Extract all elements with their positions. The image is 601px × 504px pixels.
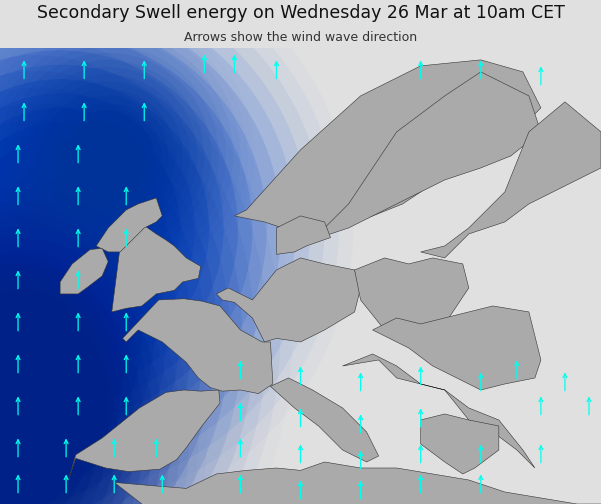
- Ellipse shape: [0, 336, 50, 432]
- Ellipse shape: [0, 327, 58, 441]
- Ellipse shape: [0, 214, 180, 504]
- Ellipse shape: [70, 117, 147, 195]
- Ellipse shape: [12, 180, 108, 276]
- Ellipse shape: [48, 96, 168, 216]
- Ellipse shape: [0, 22, 267, 434]
- Ellipse shape: [19, 67, 197, 245]
- Ellipse shape: [0, 79, 209, 377]
- Ellipse shape: [0, 88, 230, 504]
- Ellipse shape: [0, 55, 255, 504]
- Ellipse shape: [0, 291, 87, 477]
- Ellipse shape: [0, 282, 78, 390]
- Ellipse shape: [0, 327, 99, 504]
- Polygon shape: [69, 390, 220, 480]
- Ellipse shape: [0, 233, 116, 438]
- Ellipse shape: [0, 266, 91, 406]
- Ellipse shape: [12, 60, 204, 252]
- Ellipse shape: [34, 82, 183, 230]
- Ellipse shape: [0, 122, 166, 334]
- Ellipse shape: [0, 168, 166, 503]
- Ellipse shape: [0, 94, 195, 362]
- Ellipse shape: [0, 185, 154, 487]
- Ellipse shape: [0, 302, 117, 504]
- Ellipse shape: [0, 300, 79, 468]
- Text: Secondary Swell energy on Wednesday 26 Mar at 10am CET: Secondary Swell energy on Wednesday 26 M…: [37, 5, 564, 22]
- Ellipse shape: [0, 71, 242, 504]
- Ellipse shape: [0, 65, 224, 391]
- Ellipse shape: [0, 0, 310, 478]
- Ellipse shape: [0, 345, 43, 423]
- Ellipse shape: [84, 132, 132, 180]
- Polygon shape: [60, 248, 108, 294]
- Ellipse shape: [0, 255, 115, 504]
- Ellipse shape: [0, 136, 192, 504]
- Ellipse shape: [5, 53, 212, 259]
- Ellipse shape: [0, 282, 94, 486]
- Ellipse shape: [0, 237, 130, 504]
- Ellipse shape: [0, 36, 252, 420]
- Ellipse shape: [55, 103, 161, 209]
- Ellipse shape: [0, 226, 171, 504]
- Polygon shape: [123, 299, 273, 394]
- Ellipse shape: [63, 110, 154, 202]
- Ellipse shape: [0, 151, 137, 305]
- Ellipse shape: [0, 50, 238, 406]
- Polygon shape: [114, 462, 601, 504]
- Polygon shape: [216, 258, 361, 342]
- Polygon shape: [276, 216, 331, 255]
- Ellipse shape: [0, 365, 72, 499]
- Polygon shape: [270, 378, 379, 462]
- Ellipse shape: [77, 124, 139, 187]
- Ellipse shape: [41, 89, 175, 223]
- Ellipse shape: [0, 264, 108, 504]
- Polygon shape: [355, 258, 469, 336]
- Polygon shape: [421, 414, 499, 474]
- Ellipse shape: [0, 201, 141, 471]
- Ellipse shape: [0, 251, 153, 504]
- Text: Arrows show the wind wave direction: Arrows show the wind wave direction: [184, 31, 417, 44]
- Ellipse shape: [0, 318, 65, 450]
- Ellipse shape: [0, 217, 129, 455]
- Ellipse shape: [0, 352, 81, 504]
- Ellipse shape: [0, 137, 151, 319]
- Ellipse shape: [0, 239, 162, 504]
- Ellipse shape: [0, 246, 123, 504]
- Ellipse shape: [0, 0, 296, 463]
- Ellipse shape: [0, 104, 217, 504]
- Polygon shape: [96, 198, 162, 252]
- Ellipse shape: [0, 314, 108, 504]
- Ellipse shape: [0, 340, 90, 504]
- Ellipse shape: [0, 309, 72, 459]
- Ellipse shape: [0, 120, 204, 504]
- Ellipse shape: [0, 45, 219, 266]
- Polygon shape: [421, 102, 601, 258]
- Ellipse shape: [0, 354, 36, 414]
- Ellipse shape: [0, 264, 144, 504]
- Ellipse shape: [26, 74, 190, 237]
- Ellipse shape: [0, 152, 179, 504]
- Ellipse shape: [0, 108, 180, 348]
- Polygon shape: [112, 218, 201, 312]
- Ellipse shape: [0, 289, 126, 504]
- Ellipse shape: [0, 273, 101, 495]
- Polygon shape: [373, 306, 541, 390]
- Ellipse shape: [0, 377, 63, 486]
- Ellipse shape: [0, 390, 54, 474]
- Ellipse shape: [0, 165, 123, 290]
- Ellipse shape: [0, 38, 226, 274]
- Ellipse shape: [0, 7, 281, 449]
- Ellipse shape: [0, 277, 135, 504]
- Polygon shape: [307, 72, 541, 240]
- Ellipse shape: [0, 0, 325, 492]
- Ellipse shape: [0, 249, 103, 422]
- Polygon shape: [234, 60, 541, 234]
- Polygon shape: [343, 354, 535, 468]
